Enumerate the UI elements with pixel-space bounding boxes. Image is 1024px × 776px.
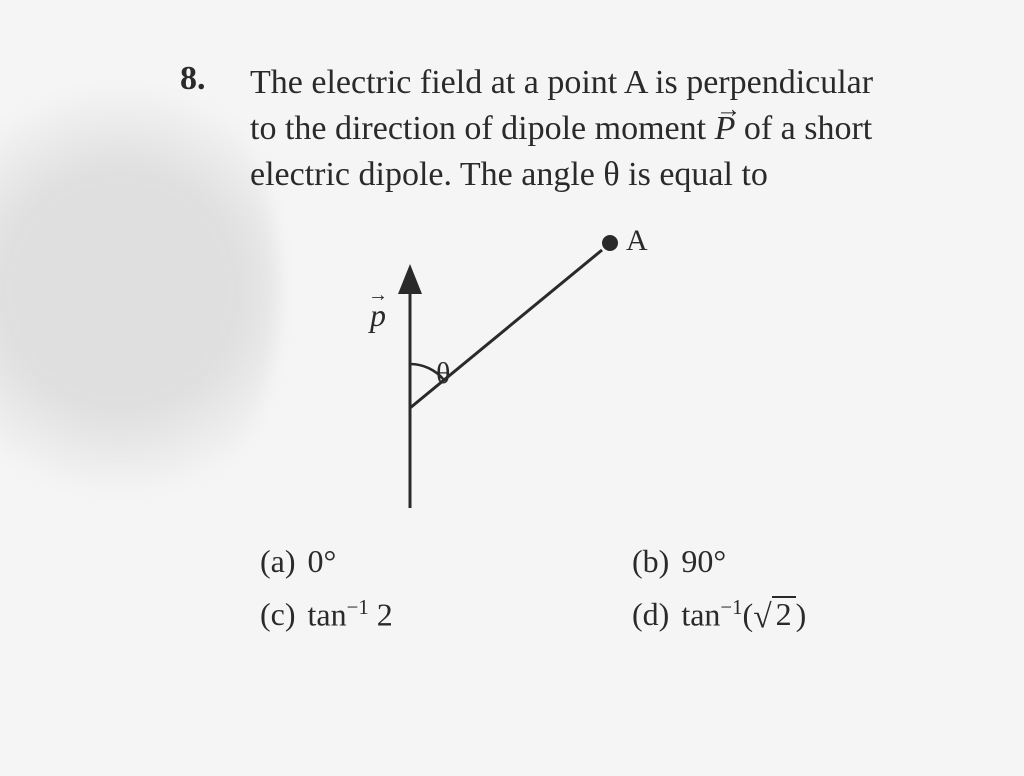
option-c-arg: 2: [369, 596, 393, 632]
qtext-line1: The electric field at a point A is perpe…: [250, 64, 873, 101]
option-d-open: (: [743, 596, 754, 632]
question-row: 8. The electric field at a point A is pe…: [180, 60, 964, 636]
option-d-sqrt-arg: 2: [772, 596, 796, 630]
dipole-diagram: A p → θ: [250, 208, 670, 528]
point-A: [602, 235, 618, 251]
point-A-label: A: [626, 224, 648, 257]
qtext-line2b: of a short: [744, 110, 872, 147]
sqrt-icon: √: [753, 598, 771, 635]
qtext-line3: electric dipole. The angle θ is equal to: [250, 156, 768, 193]
option-a: (a) 0°: [260, 543, 592, 580]
option-a-tag: (a): [260, 543, 296, 580]
option-d-close: ): [796, 596, 807, 632]
p-label-arrow: →: [368, 284, 388, 306]
question-body: The electric field at a point A is perpe…: [250, 60, 964, 636]
option-d: (d) tan−1(√2): [632, 596, 964, 636]
option-b-tag: (b): [632, 543, 669, 580]
option-c-tag: (c): [260, 596, 296, 633]
option-c-prefix: tan: [308, 596, 347, 632]
option-d-tag: (d): [632, 596, 669, 633]
option-b: (b) 90°: [632, 543, 964, 580]
options-grid: (a) 0° (b) 90° (c) tan−1 2 (d) tan−1(√2: [250, 543, 964, 636]
question-number: 8.: [180, 60, 220, 98]
question-page: 8. The electric field at a point A is pe…: [0, 0, 1024, 676]
option-d-text: tan−1(√2): [681, 596, 806, 636]
option-a-text: 0°: [308, 543, 337, 580]
qtext-line2a: to the direction of dipole moment: [250, 110, 715, 147]
option-c-text: tan−1 2: [308, 596, 393, 634]
question-text: The electric field at a point A is perpe…: [250, 60, 964, 198]
option-b-text: 90°: [681, 543, 726, 580]
dipole-moment-vector: P: [715, 106, 736, 152]
option-d-sup: −1: [720, 596, 742, 619]
option-c: (c) tan−1 2: [260, 596, 592, 636]
theta-label: θ: [436, 357, 450, 390]
option-d-prefix: tan: [681, 596, 720, 632]
option-c-sup: −1: [347, 596, 369, 619]
